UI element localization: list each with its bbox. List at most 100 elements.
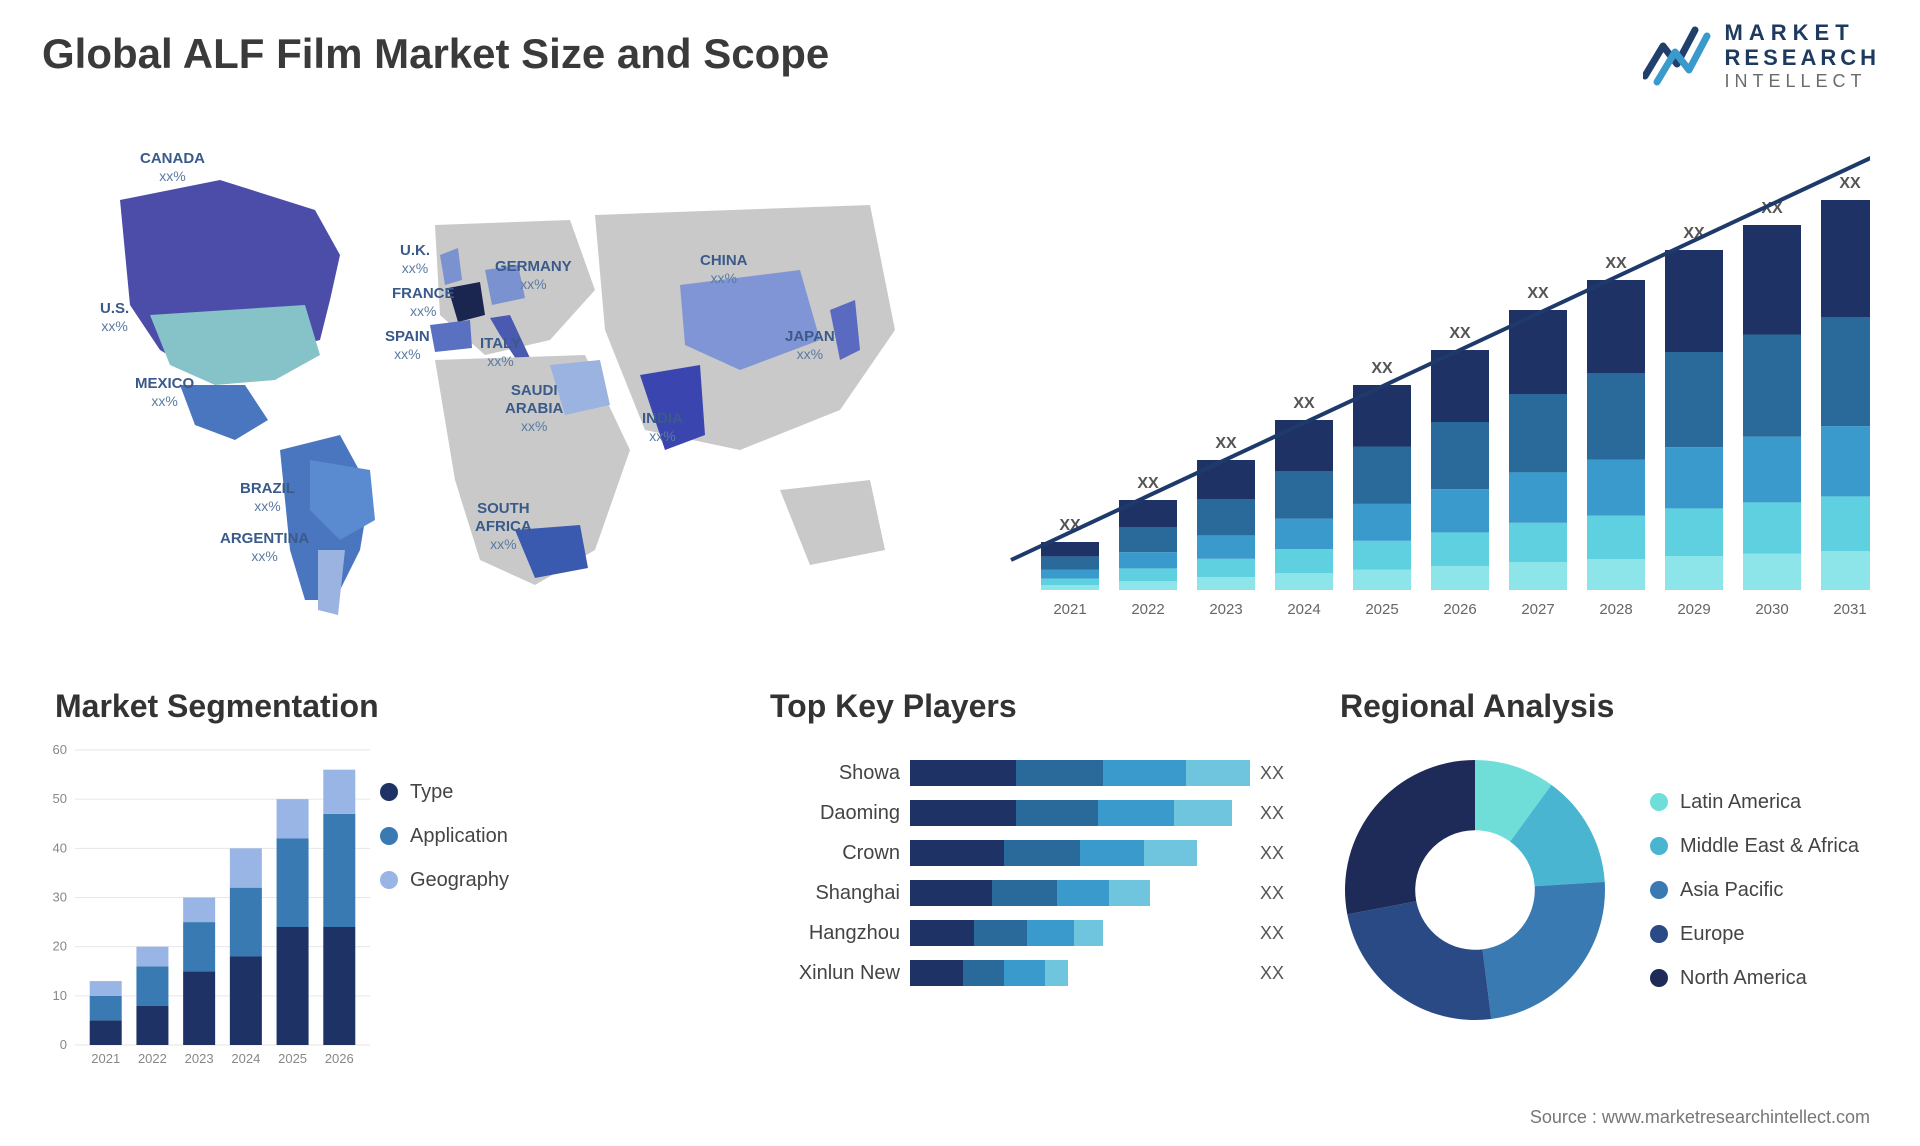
source-text: Source : www.marketresearchintellect.com <box>1530 1107 1870 1128</box>
map-label-canada: CANADAxx% <box>140 150 205 185</box>
growth-bar-label: XX <box>1449 325 1471 342</box>
seg-bar-seg <box>136 947 168 967</box>
player-row: DaomingXX <box>770 800 1300 826</box>
growth-bar-seg <box>1587 280 1645 373</box>
map-region-argentina <box>318 550 345 615</box>
seg-bar-seg <box>277 839 309 928</box>
growth-bar-seg <box>1041 578 1099 585</box>
growth-bar-seg <box>1743 502 1801 553</box>
growth-bar-label: XX <box>1527 285 1549 302</box>
map-label-u-k-: U.K.xx% <box>400 242 430 277</box>
regional-legend-item: Asia Pacific <box>1650 868 1859 912</box>
growth-bar-seg <box>1509 472 1567 522</box>
legend-swatch <box>1650 925 1668 943</box>
player-bar-seg <box>1103 760 1185 786</box>
regional-legend-item: North America <box>1650 956 1859 1000</box>
seg-bar-seg <box>323 927 355 1045</box>
legend-swatch <box>1650 793 1668 811</box>
growth-year-label: 2026 <box>1443 601 1476 618</box>
growth-bar-seg <box>1119 552 1177 568</box>
player-value: XX <box>1260 843 1300 864</box>
regional-chart: Latin AmericaMiddle East & AfricaAsia Pa… <box>1330 745 1890 1035</box>
logo-text-1: MARKET <box>1725 20 1880 45</box>
growth-bar-seg <box>1509 562 1567 590</box>
map-label-italy: ITALYxx% <box>480 335 521 370</box>
growth-bar-seg <box>1353 541 1411 570</box>
growth-year-label: 2021 <box>1053 601 1086 618</box>
seg-bar-seg <box>323 770 355 814</box>
player-bar-seg <box>1080 840 1144 866</box>
segmentation-legend: TypeApplicationGeography <box>380 770 509 902</box>
player-bar-seg <box>910 800 1016 826</box>
growth-bar-label: XX <box>1371 360 1393 377</box>
player-value: XX <box>1260 883 1300 904</box>
brand-logo: MARKET RESEARCH INTELLECT <box>1643 20 1880 91</box>
seg-bar-seg <box>136 1006 168 1045</box>
growth-year-label: 2024 <box>1287 601 1320 618</box>
player-value: XX <box>1260 763 1300 784</box>
player-row: Xinlun NewXX <box>770 960 1300 986</box>
legend-swatch <box>1650 837 1668 855</box>
player-bar-seg <box>1057 880 1110 906</box>
seg-ytick: 20 <box>53 939 67 954</box>
player-bar-seg <box>1074 920 1103 946</box>
growth-bar-label: XX <box>1605 255 1627 272</box>
seg-ytick: 50 <box>53 791 67 806</box>
legend-swatch <box>1650 881 1668 899</box>
legend-label: Geography <box>410 858 509 902</box>
map-label-south-africa: SOUTHAFRICAxx% <box>475 500 532 553</box>
growth-bar-seg <box>1821 551 1870 590</box>
growth-bar-seg <box>1041 556 1099 569</box>
donut-svg <box>1330 745 1620 1035</box>
seg-ytick: 60 <box>53 742 67 757</box>
player-bar <box>910 920 1103 946</box>
map-label-france: FRANCExx% <box>392 285 455 320</box>
seg-bar-seg <box>323 814 355 927</box>
map-label-india: INDIAxx% <box>642 410 683 445</box>
map-label-japan: JAPANxx% <box>785 328 835 363</box>
seg-year: 2024 <box>231 1051 260 1066</box>
growth-bar-seg <box>1743 335 1801 437</box>
growth-bar-seg <box>1821 496 1870 551</box>
growth-bar-seg <box>1275 573 1333 590</box>
growth-bar-seg <box>1119 581 1177 590</box>
growth-bar-seg <box>1821 426 1870 496</box>
growth-bar-seg <box>1197 535 1255 558</box>
growth-bar-seg <box>1665 352 1723 447</box>
player-bar-seg <box>1144 840 1197 866</box>
seg-bar-seg <box>230 888 262 957</box>
growth-year-label: 2028 <box>1599 601 1632 618</box>
growth-bar-seg <box>1119 568 1177 581</box>
player-bar-seg <box>992 880 1056 906</box>
growth-bar-seg <box>1665 447 1723 508</box>
growth-bar-seg <box>1275 519 1333 550</box>
logo-text-3: INTELLECT <box>1725 71 1880 92</box>
player-bar-seg <box>974 920 1027 946</box>
player-bar-seg <box>1045 960 1068 986</box>
growth-chart: XX2021XX2022XX2023XX2024XX2025XX2026XX20… <box>970 150 1870 630</box>
legend-label: Middle East & Africa <box>1680 824 1859 868</box>
player-value: XX <box>1260 803 1300 824</box>
growth-bar-seg <box>1275 420 1333 471</box>
growth-bar-seg <box>1431 489 1489 532</box>
growth-bar-seg <box>1041 570 1099 579</box>
player-bar-seg <box>1004 840 1080 866</box>
player-bar <box>910 880 1150 906</box>
seg-bar-seg <box>90 996 122 1021</box>
growth-bar-seg <box>1509 523 1567 562</box>
seg-year: 2023 <box>185 1051 214 1066</box>
player-name: Xinlun New <box>770 962 900 985</box>
seg-bar-seg <box>230 848 262 887</box>
seg-bar-seg <box>277 799 309 838</box>
regional-legend-item: Latin America <box>1650 780 1859 824</box>
player-value: XX <box>1260 923 1300 944</box>
regional-legend-item: Middle East & Africa <box>1650 824 1859 868</box>
growth-bar-seg <box>1665 250 1723 352</box>
growth-bar-seg <box>1275 549 1333 573</box>
seg-bar-seg <box>136 966 168 1005</box>
growth-year-label: 2030 <box>1755 601 1788 618</box>
growth-bar-seg <box>1509 394 1567 472</box>
growth-bar-seg <box>1275 471 1333 519</box>
growth-year-label: 2025 <box>1365 601 1398 618</box>
growth-bar-seg <box>1431 532 1489 566</box>
